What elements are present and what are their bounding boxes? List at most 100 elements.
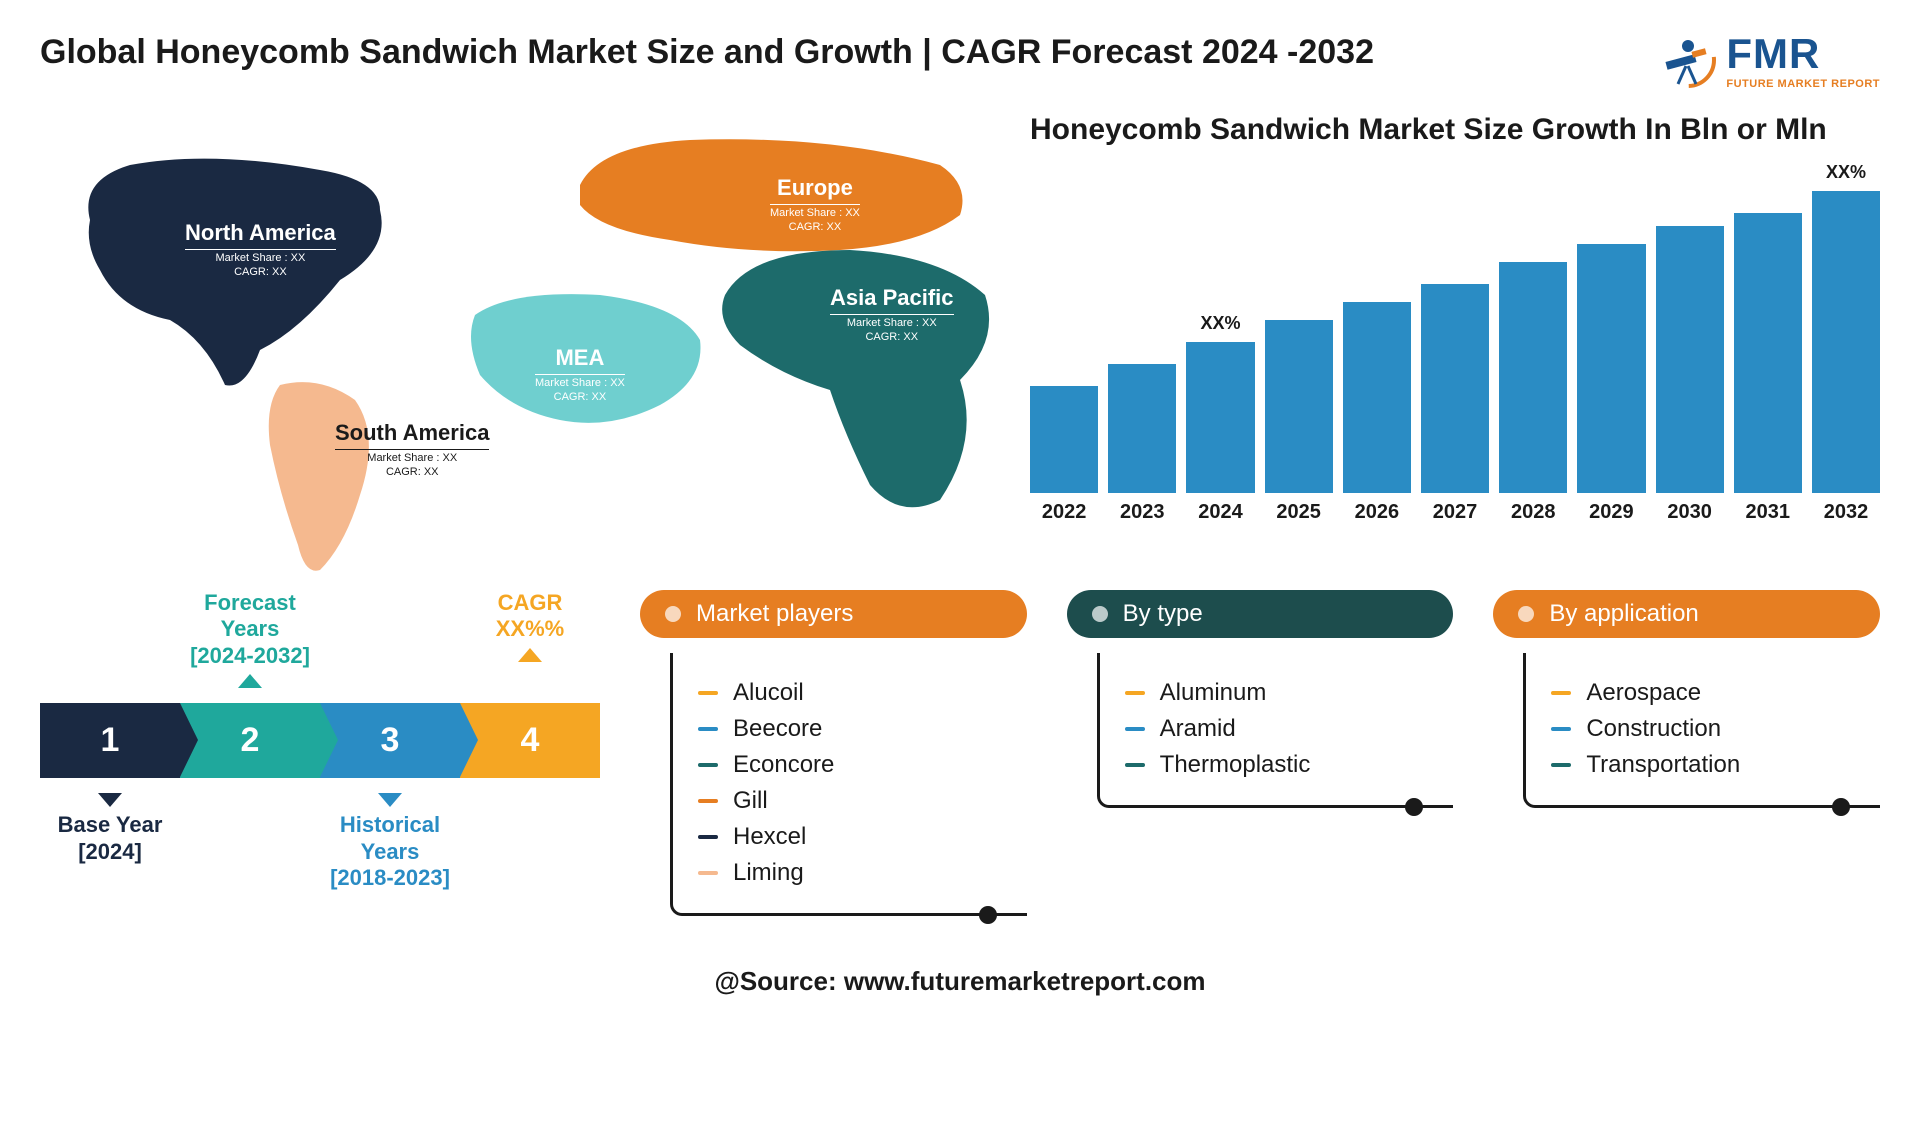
bar: [1499, 262, 1567, 493]
bar-year: 2031: [1746, 501, 1791, 524]
bar: [1030, 386, 1098, 493]
category-item-label: Alucoil: [733, 679, 804, 707]
category-item-label: Econcore: [733, 751, 834, 779]
tick-icon: [698, 871, 718, 875]
category-item-label: Hexcel: [733, 823, 806, 851]
region-label-asia_pacific: Asia Pacific Market Share : XX CAGR: XX: [830, 285, 954, 343]
tick-icon: [1125, 727, 1145, 731]
bar-year: 2028: [1511, 501, 1556, 524]
timeline-step-3: 3: [320, 703, 460, 778]
timeline-bar: 1 2 3 4: [40, 703, 600, 778]
bottom-row: Forecast Years [2024-2032] CAGR XX%% 1 2…: [40, 590, 1880, 916]
bar: [1186, 342, 1254, 493]
bar-chart: 2022 2023 XX% 2024 2025 2026 2027 2028 2…: [1030, 164, 1880, 524]
category-item-label: Aerospace: [1586, 679, 1701, 707]
tick-icon: [698, 763, 718, 767]
timeline-label: Historical Years [2018-2023]: [320, 788, 460, 891]
category-item-label: Liming: [733, 859, 804, 887]
category-header: By type: [1067, 590, 1454, 638]
tick-icon: [698, 691, 718, 695]
tick-icon: [1125, 763, 1145, 767]
bar: [1812, 191, 1880, 493]
timeline-step-2: 2: [180, 703, 320, 778]
tick-icon: [1551, 691, 1571, 695]
category-item: Alucoil: [698, 679, 1027, 707]
timeline-step-1: 1: [40, 703, 180, 778]
bar-column: 2026: [1343, 273, 1411, 524]
logo-text: FMR FUTURE MARKET REPORT: [1726, 30, 1880, 90]
bar-column: XX% 2032: [1812, 162, 1880, 524]
bar-column: 2028: [1499, 233, 1567, 524]
categories: Market players Alucoil Beecore Econcore …: [640, 590, 1880, 916]
timeline-bottom-labels: Base Year [2024] Historical Years [2018-…: [40, 788, 600, 891]
tick-icon: [698, 835, 718, 839]
category-list: Aluminum Aramid Thermoplastic: [1097, 653, 1454, 808]
bar-year: 2025: [1276, 501, 1321, 524]
region-name: MEA: [535, 345, 625, 371]
timeline-section: Forecast Years [2024-2032] CAGR XX%% 1 2…: [40, 590, 600, 916]
bar: [1265, 320, 1333, 493]
bar-year: 2023: [1120, 501, 1165, 524]
bar: [1343, 302, 1411, 493]
region-name: Europe: [770, 175, 860, 201]
telescope-icon: [1658, 30, 1718, 90]
region-share: Market Share : XX: [185, 249, 336, 264]
arrow-up-icon: [518, 648, 542, 662]
category-header-label: By type: [1123, 600, 1203, 628]
tick-icon: [1551, 727, 1571, 731]
category-item: Liming: [698, 859, 1027, 887]
content-row: North America Market Share : XX CAGR: XX…: [40, 110, 1880, 550]
region-cagr: CAGR: XX: [335, 466, 489, 478]
category-item-label: Gill: [733, 787, 768, 815]
category-item: Hexcel: [698, 823, 1027, 851]
region-name: Asia Pacific: [830, 285, 954, 311]
category-item: Thermoplastic: [1125, 751, 1454, 779]
category-box: By type Aluminum Aramid Thermoplastic: [1067, 590, 1454, 916]
bar: [1656, 226, 1724, 493]
category-item: Aramid: [1125, 715, 1454, 743]
bar: [1108, 364, 1176, 493]
bar-column: XX% 2024: [1186, 313, 1254, 524]
bar-chart-section: Honeycomb Sandwich Market Size Growth In…: [1030, 110, 1880, 550]
bar-annotation: XX%: [1200, 313, 1240, 337]
bar-column: 2022: [1030, 357, 1098, 524]
arrow-down-icon: [98, 793, 122, 807]
header: Global Honeycomb Sandwich Market Size an…: [40, 30, 1880, 90]
category-item-label: Construction: [1586, 715, 1721, 743]
timeline-label: CAGR XX%%: [460, 590, 600, 693]
region-cagr: CAGR: XX: [830, 331, 954, 343]
category-list: Aerospace Construction Transportation: [1523, 653, 1880, 808]
bar-column: 2030: [1656, 197, 1724, 524]
timeline-step-4: 4: [460, 703, 600, 778]
bullet-icon: [1092, 606, 1108, 622]
category-item: Econcore: [698, 751, 1027, 779]
region-south_america: [260, 375, 390, 585]
bar-column: 2027: [1421, 255, 1489, 524]
region-share: Market Share : XX: [770, 204, 860, 219]
timeline-label: Forecast Years [2024-2032]: [180, 590, 320, 693]
region-cagr: CAGR: XX: [770, 221, 860, 233]
logo-tagline: FUTURE MARKET REPORT: [1726, 78, 1880, 90]
arrow-down-icon: [378, 793, 402, 807]
timeline-top-labels: Forecast Years [2024-2032] CAGR XX%%: [40, 590, 600, 693]
bar-column: 2023: [1108, 335, 1176, 524]
category-box: By application Aerospace Construction Tr…: [1493, 590, 1880, 916]
bar-year: 2026: [1355, 501, 1400, 524]
category-header: By application: [1493, 590, 1880, 638]
chart-title: Honeycomb Sandwich Market Size Growth In…: [1030, 110, 1880, 149]
bar-annotation: XX%: [1826, 162, 1866, 186]
region-cagr: CAGR: XX: [185, 266, 336, 278]
category-item: Gill: [698, 787, 1027, 815]
tick-icon: [698, 727, 718, 731]
bar: [1734, 213, 1802, 493]
category-box: Market players Alucoil Beecore Econcore …: [640, 590, 1027, 916]
category-item: Aluminum: [1125, 679, 1454, 707]
bar-year: 2029: [1589, 501, 1634, 524]
bar-year: 2032: [1824, 501, 1869, 524]
page-title: Global Honeycomb Sandwich Market Size an…: [40, 30, 1374, 74]
logo-name: FMR: [1726, 30, 1880, 78]
region-label-mea: MEA Market Share : XX CAGR: XX: [535, 345, 625, 403]
bar-column: 2025: [1265, 291, 1333, 524]
region-name: North America: [185, 220, 336, 246]
category-item: Transportation: [1551, 751, 1880, 779]
